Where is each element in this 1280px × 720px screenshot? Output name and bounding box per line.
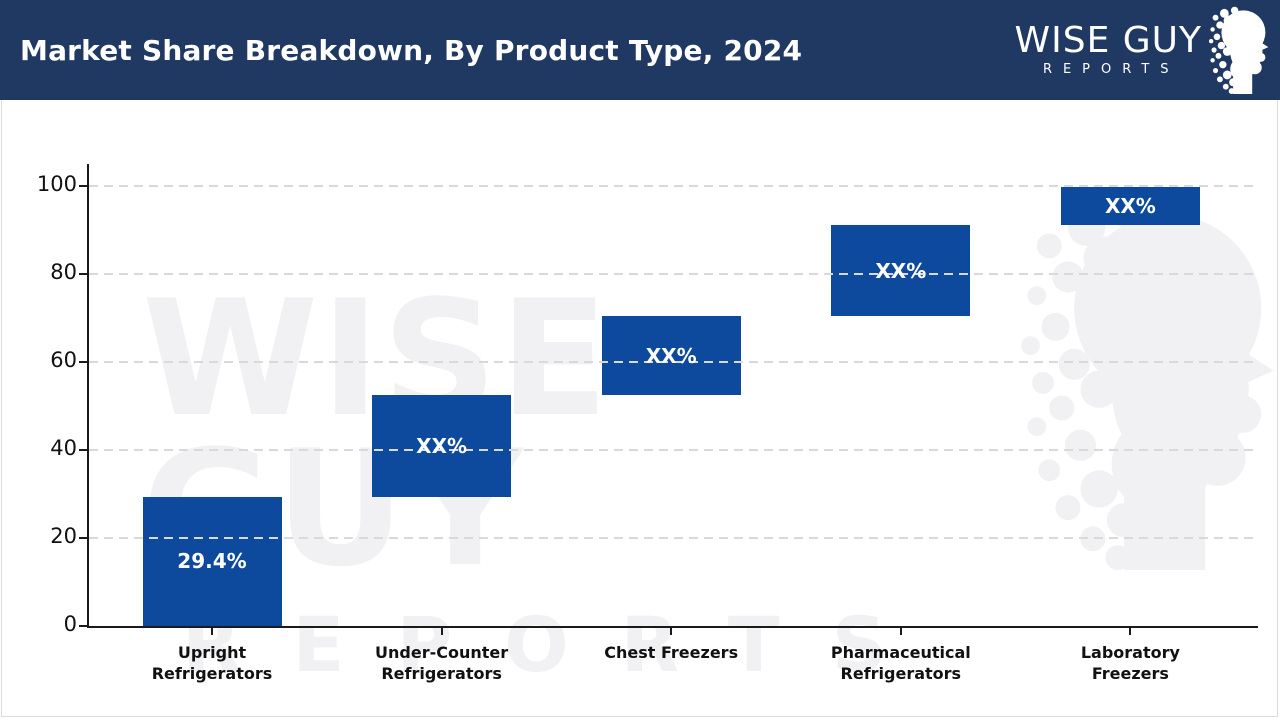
x-tick [670, 628, 673, 635]
header: Market Share Breakdown, By Product Type,… [0, 0, 1280, 100]
x-tick [1129, 628, 1132, 635]
logo-face-icon [1208, 6, 1269, 94]
y-tick [79, 536, 87, 539]
chart-title: Market Share Breakdown, By Product Type,… [20, 33, 803, 67]
gridline [89, 536, 1258, 539]
logo-tagline: REPORTS [1042, 62, 1180, 77]
y-tick-label: 0 [63, 612, 77, 636]
x-category-label: Laboratory Freezers [1080, 643, 1180, 683]
logo-wordmark: WISE GUY [1014, 20, 1202, 61]
bar-value-label: XX% [875, 258, 927, 283]
y-tick [79, 184, 87, 187]
y-axis-line [87, 164, 89, 628]
card-right-border [1277, 100, 1278, 716]
x-tick [211, 628, 213, 635]
bar-value-label: 29.4% [177, 549, 247, 574]
y-tick [79, 448, 87, 451]
bar-value-label: XX% [645, 343, 697, 368]
y-tick-label: 40 [50, 435, 77, 460]
x-axis-line [87, 626, 1258, 628]
watermark-text: WISE GUY REPORTS [142, 279, 1028, 690]
x-category-label: Under-Counter Refrigerators [375, 643, 509, 683]
x-tick [899, 628, 902, 635]
card-left-border [1, 100, 2, 716]
gridline [89, 360, 1258, 363]
y-tick-label: 60 [50, 347, 77, 372]
wiseguy-logo: WISE GUY REPORTS [1015, 6, 1280, 94]
y-tick-label: 80 [50, 259, 77, 284]
x-category-label: Chest Freezers [604, 643, 739, 662]
gridline [89, 272, 1258, 275]
y-tick-label: 20 [50, 523, 77, 548]
card-bottom-border [1, 716, 1278, 717]
bar-segment [372, 394, 512, 497]
watermark-face-icon [1021, 199, 1274, 570]
y-tick-label: 100 [36, 171, 77, 196]
y-tick [79, 272, 87, 275]
bar-value-label: XX% [1104, 194, 1156, 219]
gridline [89, 448, 1258, 451]
gridline [89, 184, 1258, 187]
x-category-label: Pharmaceutical Refrigerators [830, 643, 971, 683]
bar-value-label: XX% [416, 433, 468, 458]
x-tick [440, 628, 443, 635]
y-tick [79, 625, 87, 627]
bar-segment [1060, 187, 1200, 226]
bar-segment [142, 496, 282, 626]
logo-text: WISE GUY REPORTS [1014, 20, 1203, 78]
y-tick [79, 360, 87, 363]
bar-segment [831, 225, 971, 317]
x-category-label: Upright Refrigerators [151, 643, 273, 683]
bar-segment [601, 316, 741, 395]
